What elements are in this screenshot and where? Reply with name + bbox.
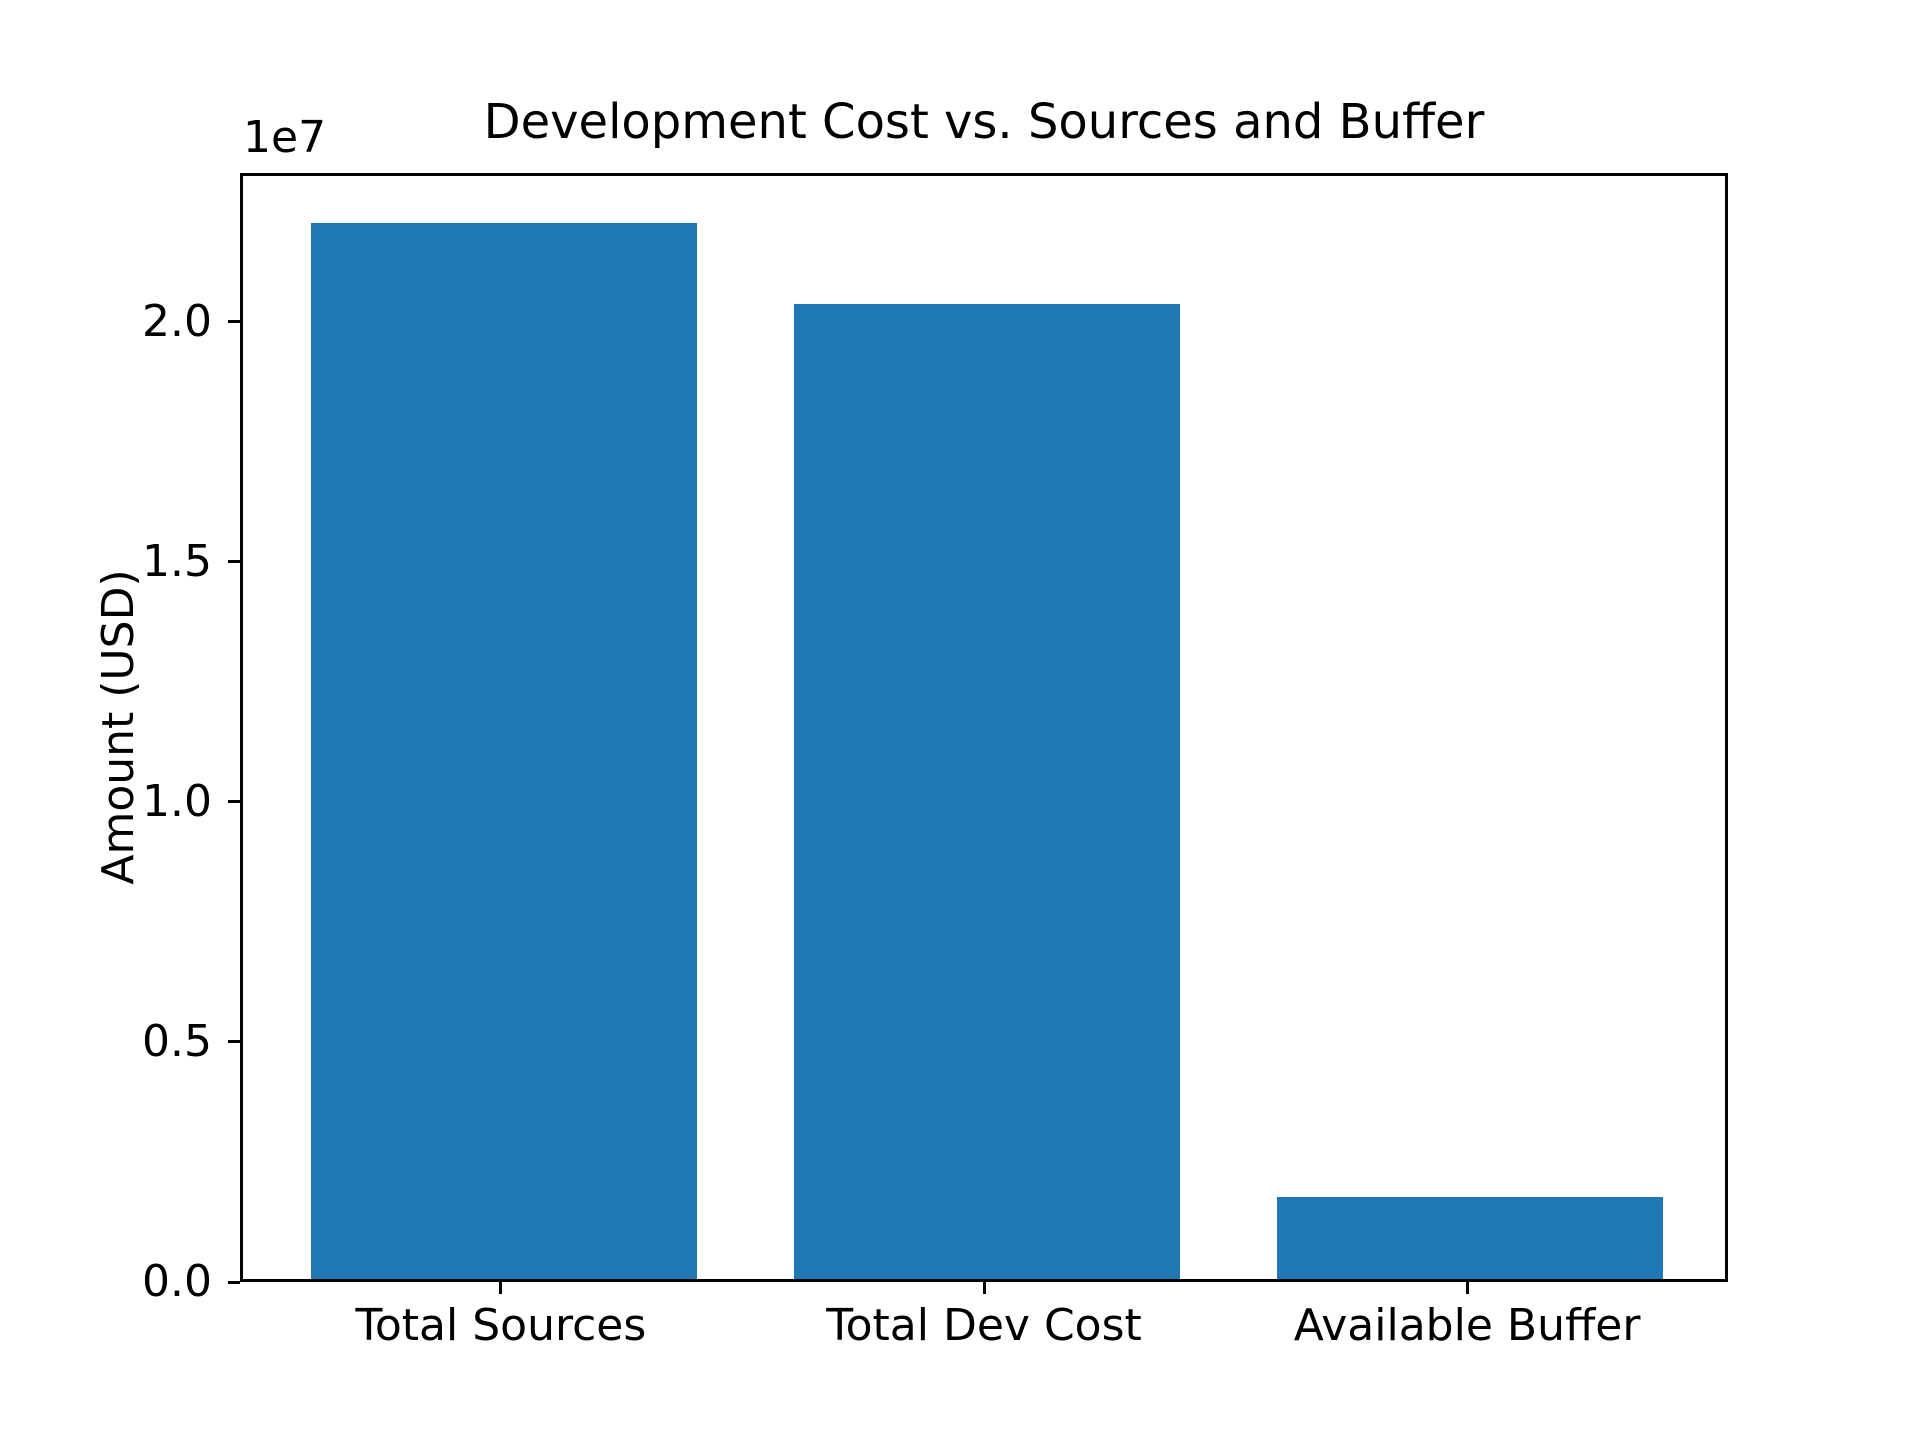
bar-available-buffer (1276, 1197, 1664, 1279)
bar-total-sources (310, 222, 698, 1279)
y-tick-label-1.5: 1.5 (142, 535, 212, 587)
plot-area (240, 173, 1728, 1282)
x-tick-mark (499, 1282, 503, 1294)
y-axis-label: Amount (USD) (93, 569, 144, 885)
y-tick-label-0.0: 0.0 (142, 1256, 212, 1307)
bar-total-dev-cost (793, 304, 1181, 1279)
y-tick-label-0.5: 0.5 (142, 1015, 212, 1067)
y-axis-offset-label: 1e7 (243, 112, 327, 163)
x-tick-mark (1465, 1282, 1469, 1294)
chart-title: Development Cost vs. Sources and Buffer (483, 94, 1485, 150)
y-tick-mark (228, 1040, 240, 1044)
x-tick-label-total-dev-cost: Total Dev Cost (826, 1300, 1142, 1351)
y-tick-mark (228, 320, 240, 324)
y-tick-mark (228, 560, 240, 564)
y-tick-mark (228, 800, 240, 804)
x-tick-mark (982, 1282, 986, 1294)
y-tick-label-1.0: 1.0 (142, 775, 212, 827)
y-tick-mark (228, 1280, 240, 1284)
x-tick-label-total-sources: Total Sources (355, 1300, 647, 1351)
y-tick-label-2.0: 2.0 (142, 295, 212, 347)
x-tick-label-available-buffer: Available Buffer (1293, 1300, 1641, 1351)
